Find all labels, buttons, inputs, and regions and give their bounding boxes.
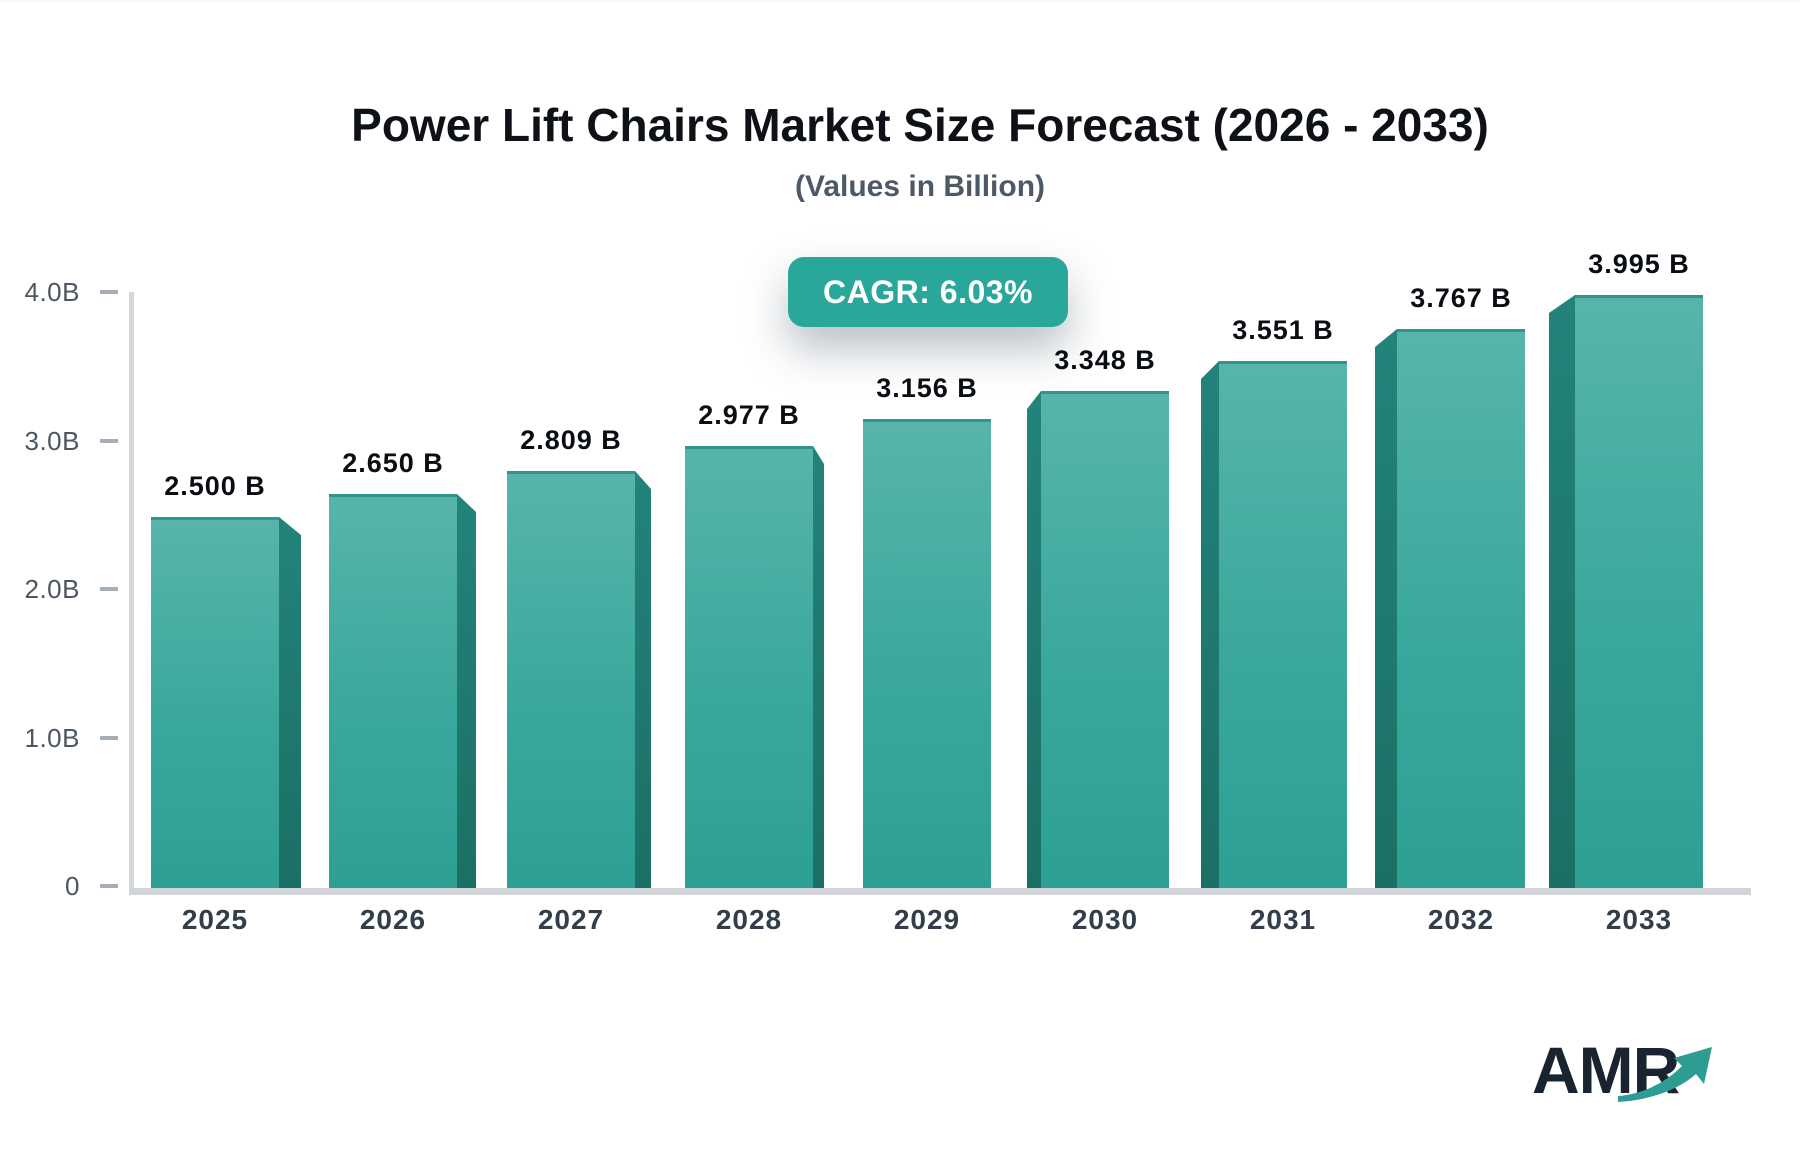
bar-side-face [1549, 295, 1575, 888]
y-tick-label: 4.0B [24, 277, 80, 307]
bar-value-label: 2.650 B [342, 448, 444, 478]
bar-2029: 3.156 B [837, 373, 1017, 888]
x-axis-label-2026: 2026 [359, 904, 427, 935]
bar-2032: 3.767 B [1371, 283, 1551, 888]
bar-side-face [1027, 391, 1041, 888]
y-tick [100, 735, 118, 740]
bar-2027: 2.809 B [481, 425, 661, 888]
bar-front-face [1575, 295, 1703, 888]
y-axis-line [129, 292, 134, 892]
y-tick-label: 2.0B [24, 574, 80, 604]
y-tick [100, 438, 118, 443]
bar-side-face [1375, 329, 1397, 888]
bar-2028: 2.977 B [659, 400, 839, 888]
cagr-badge-label: CAGR: 6.03% [823, 273, 1033, 310]
x-axis-label-2031: 2031 [1249, 904, 1317, 935]
bar-front-face [685, 446, 813, 888]
bar-value-label: 3.995 B [1588, 249, 1690, 279]
y-tick-label: 0 [65, 871, 80, 901]
bar-side-face [813, 446, 824, 888]
y-tick-label: 3.0B [24, 425, 80, 456]
bar-front-face [507, 471, 635, 888]
bar-2025: 2.500 B [125, 471, 305, 888]
bar-value-label: 3.551 B [1232, 315, 1334, 345]
bar-front-face [1397, 329, 1525, 888]
bar-2030: 3.348 B [1015, 345, 1195, 888]
bar-front-face [1041, 391, 1169, 888]
y-tick-label: 1.0B [24, 722, 80, 753]
bar-front-face [151, 517, 279, 888]
bar-value-label: 3.156 B [876, 373, 978, 403]
x-axis-label-2032: 2032 [1427, 904, 1495, 935]
bar-value-label: 3.348 B [1054, 345, 1156, 375]
growth-arrow-icon [1618, 1047, 1712, 1102]
bar-side-face [1201, 361, 1219, 888]
x-axis-label-2030: 2030 [1071, 904, 1139, 935]
bar-front-face [1219, 361, 1347, 888]
x-axis-label-2033: 2033 [1605, 904, 1673, 935]
chart-title: Power Lift Chairs Market Size Forecast (… [351, 99, 1489, 151]
x-axis-label-2027: 2027 [537, 904, 605, 935]
chart-subtitle: (Values in Billion) [794, 170, 1046, 203]
bar-value-label: 3.767 B [1410, 283, 1512, 313]
bar-side-face [457, 494, 476, 888]
bar-front-face [329, 494, 457, 888]
x-axis-label-2029: 2029 [893, 904, 961, 935]
bar-side-face [635, 471, 651, 888]
bar-value-label: 2.809 B [520, 425, 622, 455]
y-tick [100, 587, 118, 591]
bar-value-label: 2.977 B [698, 400, 800, 430]
bar-2026: 2.650 B [303, 448, 483, 888]
bar-side-face [279, 517, 301, 888]
bar-2033: 3.995 B [1549, 249, 1729, 888]
y-tick [100, 884, 118, 888]
cagr-badge: CAGR: 6.03% [788, 257, 1068, 327]
bar-2031: 3.551 B [1193, 315, 1373, 888]
y-tick [100, 290, 118, 294]
bar-front-face [863, 419, 991, 888]
x-axis-baseline [129, 888, 1751, 895]
amr-logo: AMR [1532, 1032, 1742, 1112]
x-axis-label-2025: 2025 [181, 904, 249, 935]
x-axis-label-2028: 2028 [715, 904, 783, 935]
bar-value-label: 2.500 B [164, 471, 266, 501]
